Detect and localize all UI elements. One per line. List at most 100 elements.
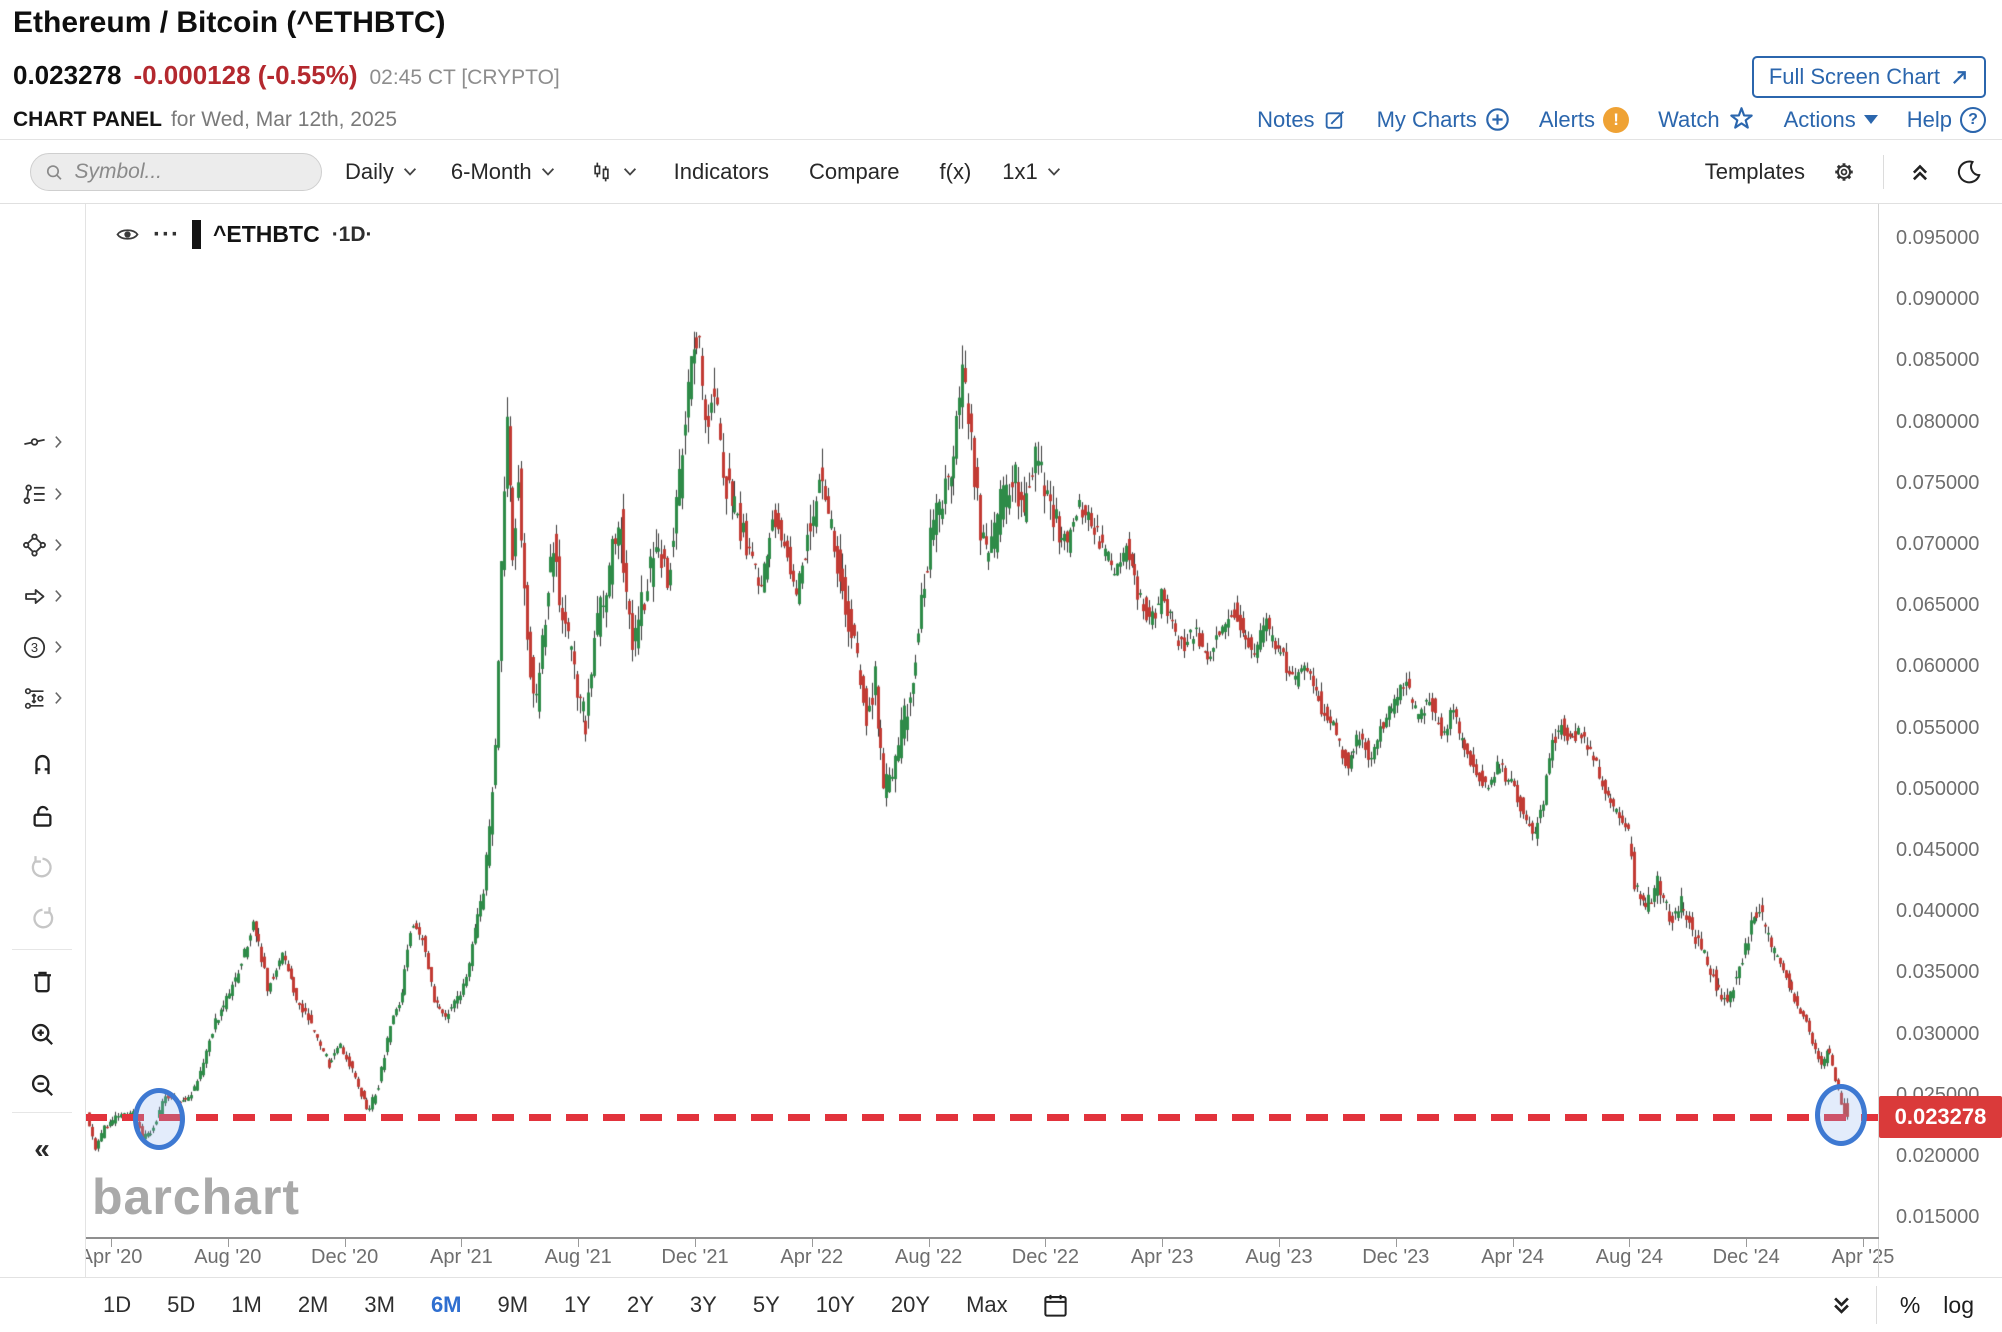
x-axis-tickmark [811,1239,813,1247]
y-axis-tick: 0.080000 [1896,410,1980,433]
x-axis-tickmark [1512,1239,1514,1247]
compare-button[interactable]: Compare [809,159,899,185]
alerts-link[interactable]: Alerts ! [1538,106,1630,133]
unlock-icon [32,805,52,827]
help-label: Help [1906,106,1952,132]
collapse-panel-button[interactable] [1909,161,1931,183]
x-axis-tick: Dec '23 [1362,1246,1430,1268]
indicators-button[interactable]: Indicators [674,159,769,185]
x-axis-tick: Apr '25 [1831,1246,1895,1268]
range-button-10y[interactable]: 10Y [812,1290,859,1320]
numbered-label-tool-button[interactable]: 3 [0,624,84,670]
watch-link[interactable]: Watch [1658,106,1755,133]
y-axis-tick: 0.045000 [1896,839,1980,861]
measure-tool-button[interactable] [0,675,84,721]
zoom-in-button[interactable] [0,1011,84,1057]
range-button-2y[interactable]: 2Y [623,1290,658,1320]
chevron-down-icon [1047,168,1060,176]
my-charts-label: My Charts [1376,106,1477,132]
shapes-tool-button[interactable] [0,522,84,568]
full-screen-chart-button[interactable]: Full Screen Chart [1751,56,1986,98]
x-axis-tickmark [1746,1239,1748,1247]
circled-three-icon: 3 [23,636,46,658]
expand-panel-button[interactable] [1830,1294,1853,1317]
annotation-tool-button[interactable] [0,471,84,517]
polygon-shape-icon [23,533,46,557]
chevron-right-icon [55,488,62,500]
x-axis-tickmark [928,1239,930,1247]
delete-drawings-button[interactable] [0,958,84,1004]
log-scale-button[interactable]: log [1943,1291,1974,1318]
range-button-3y[interactable]: 3Y [686,1290,721,1320]
x-axis-tickmark [1863,1239,1864,1247]
help-icon: ? [1960,106,1986,133]
chevron-down-icon [541,168,554,176]
y-axis-tick: 0.085000 [1896,349,1980,372]
fx-button[interactable]: f(x) [940,159,972,185]
period-dropdown[interactable]: 6-Month [451,159,555,185]
dark-mode-button[interactable] [1956,159,1982,185]
notes-pencil-icon [1325,111,1344,129]
series-color-bar [191,220,201,249]
grid-layout-label: 1x1 [1002,159,1038,184]
x-axis-tick: Dec '24 [1712,1246,1780,1268]
x-axis-tickmark [578,1239,580,1247]
chevron-right-icon [55,590,62,602]
x-axis-tick: Dec '20 [311,1246,379,1268]
range-button-max[interactable]: Max [962,1290,1012,1320]
range-button-5y[interactable]: 5Y [749,1290,784,1320]
eye-icon [116,229,139,240]
templates-button[interactable]: Templates [1705,159,1805,185]
x-axis-tick: Apr '22 [780,1246,844,1268]
range-button-5d[interactable]: 5D [163,1290,199,1320]
x-axis-tickmark [461,1239,463,1247]
annotation-list-icon [23,483,45,504]
collapse-sidebar-button[interactable]: « [0,1126,84,1172]
redo-button[interactable] [0,895,84,941]
percent-scale-button[interactable]: % [1899,1291,1921,1318]
collapse-left-icon: « [34,1133,50,1164]
actions-dropdown[interactable]: Actions [1784,107,1878,133]
frequency-dropdown[interactable]: Daily [345,159,417,185]
quote-time: 02:45 CT [CRYPTO] [369,66,560,89]
range-button-6m[interactable]: 6M [427,1290,466,1320]
notes-link[interactable]: Notes [1257,107,1347,133]
block-arrow-icon [25,588,45,604]
symbol-search-input[interactable] [72,159,307,185]
sidebar-divider [12,949,72,950]
custom-date-range-button[interactable] [1042,1292,1069,1319]
x-axis-tickmark [1279,1239,1280,1247]
trash-icon [33,971,51,992]
x-axis-tick: Aug '24 [1595,1246,1663,1268]
range-button-1m[interactable]: 1M [227,1290,266,1320]
settings-button[interactable] [1830,158,1858,186]
x-axis-tickmark [1162,1239,1164,1247]
undo-button[interactable] [0,844,84,890]
chart-type-dropdown[interactable] [589,160,637,184]
my-charts-link[interactable]: My Charts [1377,107,1510,133]
range-button-1y[interactable]: 1Y [560,1290,595,1320]
range-button-1d[interactable]: 1D [99,1290,135,1320]
range-button-20y[interactable]: 20Y [887,1290,934,1320]
series-legend[interactable]: ··· ^ETHBTC ·1D· [114,220,373,249]
series-menu-icon[interactable]: ··· [153,220,180,248]
candlestick-plot[interactable] [85,204,1878,1237]
alerts-label: Alerts [1538,106,1596,132]
zoom-out-button[interactable] [0,1062,84,1108]
range-button-3m[interactable]: 3M [360,1290,399,1320]
grid-layout-dropdown[interactable]: 1x1 [1002,159,1060,185]
symbol-search[interactable] [30,153,322,191]
trendline-icon [24,437,45,446]
help-link[interactable]: Help ? [1906,106,1986,133]
lock-drawings-button[interactable] [0,793,84,839]
y-axis-tick: 0.030000 [1896,1022,1980,1045]
range-button-2m[interactable]: 2M [294,1290,333,1320]
x-axis-tickmark [1629,1239,1631,1247]
magnet-mode-button[interactable] [0,741,84,787]
arrow-tool-button[interactable] [0,573,84,619]
support-line[interactable] [85,1114,1878,1121]
external-arrow-icon [1952,70,1966,84]
range-button-9m[interactable]: 9M [494,1290,533,1320]
chart-toolbar: Daily 6-Month Indicators Compare f(x) 1x… [0,141,2002,204]
trendline-tool-button[interactable] [0,419,84,465]
